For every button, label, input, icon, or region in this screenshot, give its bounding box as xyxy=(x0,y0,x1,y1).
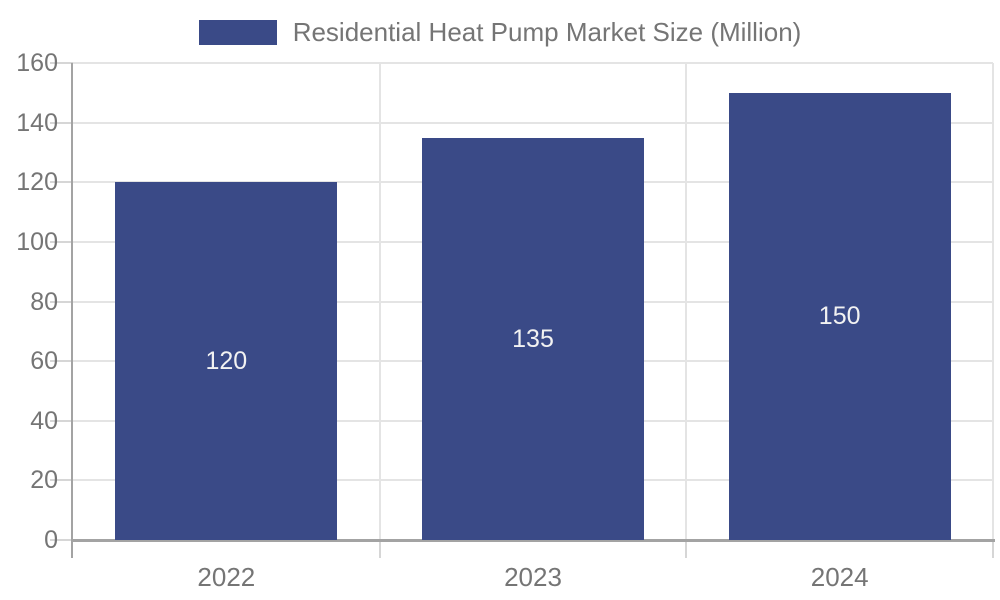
y-axis-tick xyxy=(50,181,73,184)
y-axis-tick xyxy=(50,121,73,124)
y-axis-tick xyxy=(50,300,73,303)
y-axis-tick xyxy=(50,479,73,482)
bar-value-label: 120 xyxy=(205,347,248,376)
chart-legend[interactable]: Residential Heat Pump Market Size (Milli… xyxy=(0,16,1000,48)
x-tick-label: 2022 xyxy=(197,562,256,592)
y-tick-label: 80 xyxy=(30,287,58,316)
y-gridline xyxy=(73,62,993,64)
y-axis-tick xyxy=(50,62,73,64)
x-tick-label: 2023 xyxy=(504,562,562,592)
y-axis-tick xyxy=(50,419,73,422)
plot-area: 0 20 40 60 80 100 120 140 160 120 2022 135 2023 150 20… xyxy=(16,49,995,592)
y-tick-label: 0 xyxy=(44,526,58,554)
bar-value-label: 150 xyxy=(818,302,861,331)
y-tick-label: 120 xyxy=(16,168,58,197)
x-tick-label: 2024 xyxy=(810,562,869,592)
y-tick-label: 160 xyxy=(16,49,58,77)
y-tick-label: 20 xyxy=(30,466,58,495)
legend-swatch xyxy=(198,19,277,45)
y-axis-tick xyxy=(50,360,73,363)
y-gridline xyxy=(73,121,993,124)
y-tick-label: 100 xyxy=(16,227,58,256)
bar-2023[interactable]: 135 xyxy=(422,137,644,540)
x-gridline xyxy=(992,63,994,540)
y-tick-label: 40 xyxy=(30,406,58,435)
x-axis-line xyxy=(71,539,995,542)
bar-value-label: 135 xyxy=(512,324,554,353)
y-axis-tick xyxy=(50,240,73,243)
bar-2024[interactable]: 150 xyxy=(728,92,951,540)
y-tick-label: 140 xyxy=(16,108,58,137)
x-axis-tick xyxy=(992,540,994,558)
x-axis-tick xyxy=(685,540,688,558)
y-axis-line xyxy=(71,63,73,558)
bar-2022[interactable]: 120 xyxy=(115,182,338,540)
x-axis-tick xyxy=(378,540,381,558)
y-axis-tick xyxy=(50,539,73,541)
legend-label: Residential Heat Pump Market Size (Milli… xyxy=(292,17,802,47)
x-gridline xyxy=(378,63,381,540)
y-tick-label: 60 xyxy=(30,347,58,376)
x-gridline xyxy=(685,63,688,540)
